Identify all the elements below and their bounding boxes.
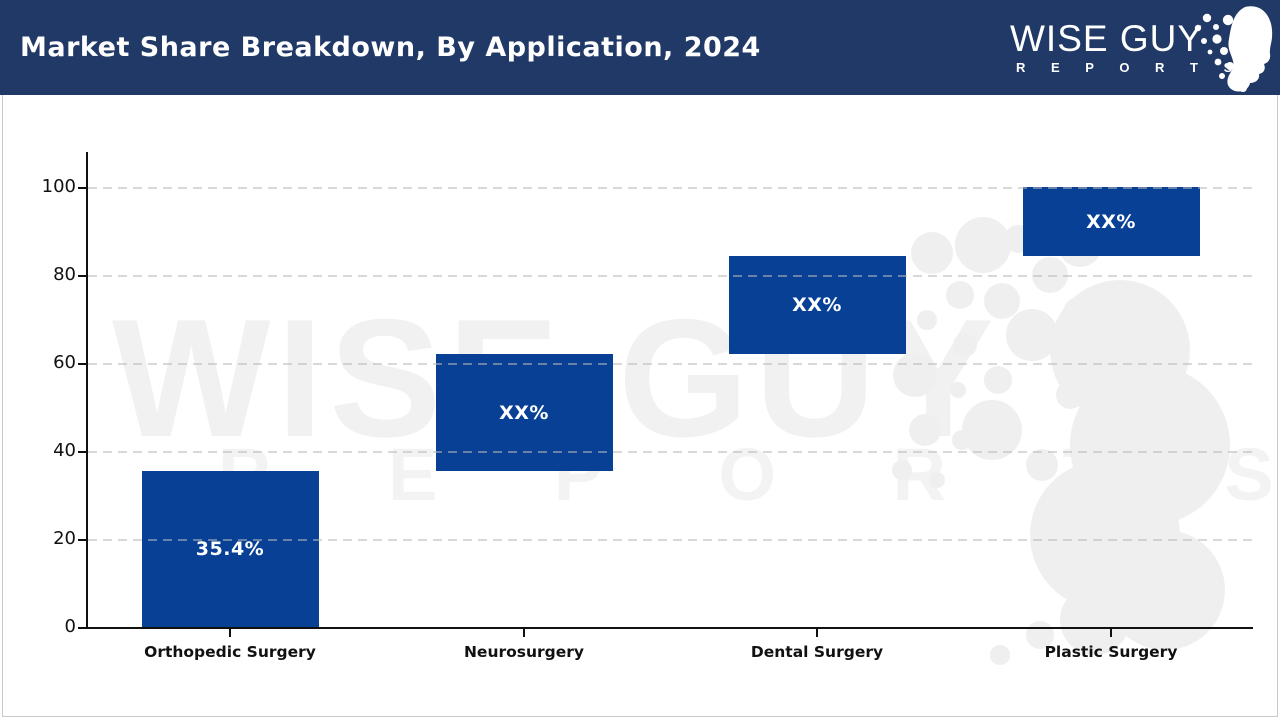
x-category-label: Neurosurgery <box>463 643 585 661</box>
x-category-label: Dental Surgery <box>750 643 884 661</box>
y-tick-mark <box>78 363 86 365</box>
bar-value-label: 35.4% <box>195 538 265 561</box>
y-tick-label: 40 <box>53 440 76 461</box>
y-tick-label: 20 <box>53 528 76 549</box>
wise-guy-reports-logo: WISE GUY R E P O R T S <box>1010 0 1273 95</box>
y-tick-label: 80 <box>53 264 76 285</box>
y-tick-label: 100 <box>41 176 76 197</box>
chart-title: Market Share Breakdown, By Application, … <box>20 32 761 63</box>
logo-wiseguy-text: WISE GUY <box>1010 18 1204 59</box>
logo-dotted-head-icon <box>1194 6 1273 92</box>
y-tick-mark <box>78 539 86 541</box>
gridline <box>88 363 1253 365</box>
header-bar: Market Share Breakdown, By Application, … <box>0 0 1280 95</box>
x-tick-mark <box>1110 629 1112 637</box>
y-tick-label: 0 <box>64 616 76 637</box>
bar-dental-surgery: XX% <box>728 256 906 355</box>
bar-neurosurgery: XX% <box>435 354 613 472</box>
gridline <box>88 451 1253 453</box>
x-category-label: Plastic Surgery <box>1044 643 1178 661</box>
x-axis-line <box>86 627 1253 629</box>
gridline <box>88 187 1253 189</box>
watermark-dotted-head-graphic <box>892 217 1230 665</box>
bar-value-label: XX% <box>499 401 549 424</box>
bar-plastic-surgery: XX% <box>1022 187 1200 257</box>
x-tick-mark <box>229 629 231 637</box>
x-tick-mark <box>523 629 525 637</box>
bar-orthopedic-surgery: 35.4% <box>141 471 319 627</box>
x-category-label: Orthopedic Surgery <box>144 643 316 661</box>
y-tick-mark <box>78 627 86 629</box>
bar-value-label: XX% <box>1086 210 1136 233</box>
y-tick-mark <box>78 451 86 453</box>
gridline <box>88 539 1253 541</box>
y-axis-line <box>86 152 88 629</box>
x-tick-mark <box>816 629 818 637</box>
gridline <box>88 275 1253 277</box>
bar-value-label: XX% <box>792 294 842 317</box>
plot-area: 0 20 40 60 80 100 35.4% Orthopedic Surgery XX% Ne… <box>0 95 1280 720</box>
y-tick-mark <box>78 187 86 189</box>
y-tick-label: 60 <box>53 352 76 373</box>
logo-reports-text: R E P O R T S <box>1016 60 1244 75</box>
y-tick-mark <box>78 275 86 277</box>
